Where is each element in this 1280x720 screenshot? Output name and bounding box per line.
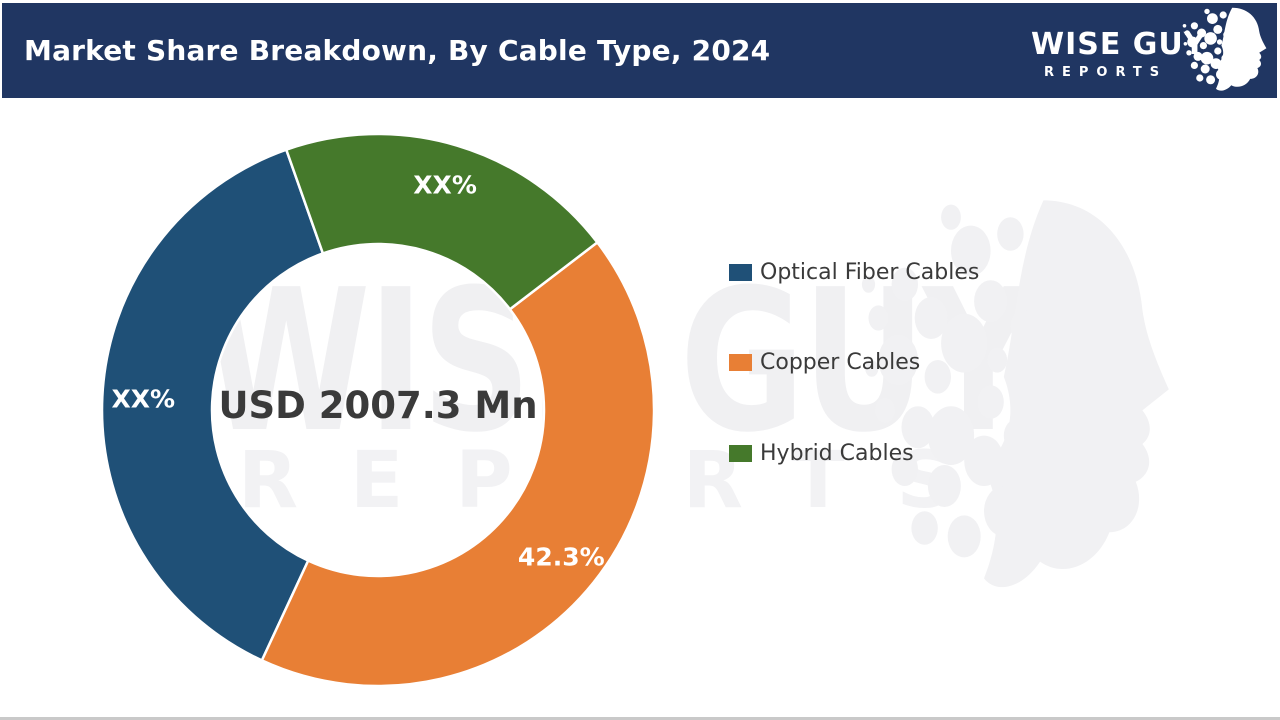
wiseguy-logo-text: WISE GUY REPORTS	[1031, 27, 1207, 80]
legend-item-copper-cables: Copper Cables	[729, 345, 920, 379]
legend-swatch-copper	[729, 353, 752, 371]
legend-item-hybrid-cables: Hybrid Cables	[729, 436, 914, 470]
wiseguy-face-icon	[1182, 7, 1267, 91]
page-title: Market Share Breakdown, By Cable Type, 2…	[24, 33, 771, 67]
slice-label-2: XX%	[413, 170, 477, 199]
legend-swatch-hybrid	[729, 444, 752, 462]
legend-item-optical-fiber-cables: Optical Fiber Cables	[729, 255, 979, 289]
slice-label-1: 42.3%	[518, 543, 605, 572]
logo-subtitle: REPORTS	[1044, 65, 1168, 80]
donut-segment-1	[260, 241, 656, 688]
logo-name: WISE GUY	[1031, 27, 1207, 62]
legend-swatch-optical-fiber	[729, 263, 752, 281]
wiseguy-logo: WISE GUY REPORTS	[1031, 3, 1271, 98]
chart-center-value: USD 2007.3 Mn	[218, 384, 538, 427]
legend-label: Hybrid Cables	[760, 440, 914, 466]
donut-segment-0	[100, 148, 325, 662]
legend-label: Optical Fiber Cables	[760, 259, 980, 285]
slice-label-0: XX%	[111, 384, 175, 413]
donut-segment-2	[285, 132, 599, 311]
header-bar: Market Share Breakdown, By Cable Type, 2…	[2, 3, 1277, 98]
legend-label: Copper Cables	[760, 349, 921, 375]
bottom-rule	[0, 717, 1280, 720]
